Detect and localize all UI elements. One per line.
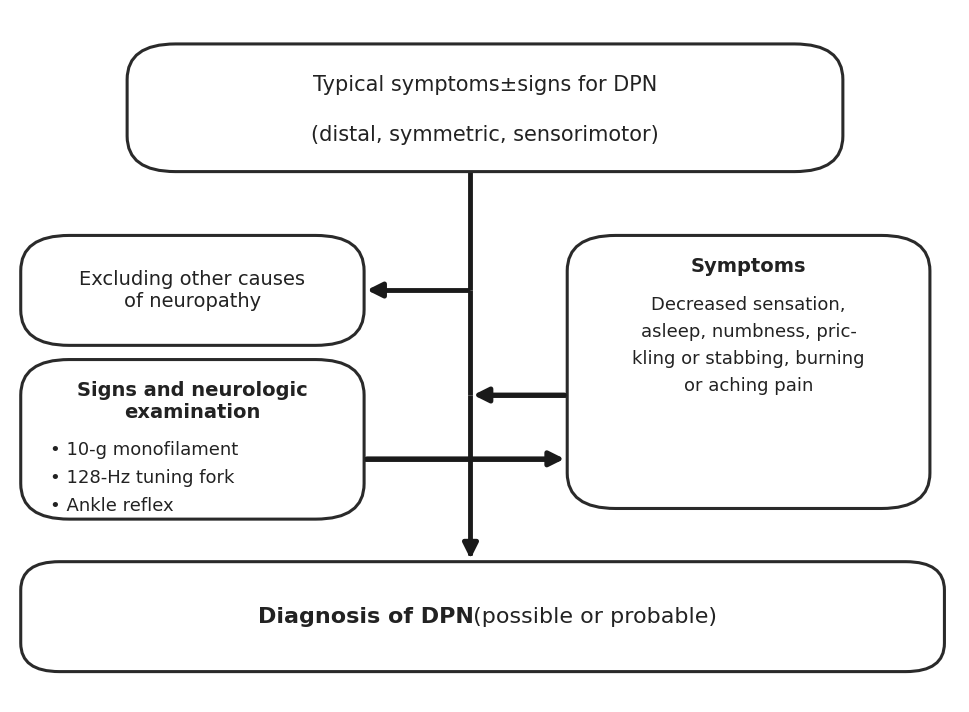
FancyBboxPatch shape [127, 44, 842, 172]
Text: (possible or probable): (possible or probable) [465, 607, 716, 627]
FancyBboxPatch shape [20, 360, 363, 519]
Text: Signs and neurologic
examination: Signs and neurologic examination [77, 381, 307, 422]
FancyBboxPatch shape [567, 236, 929, 508]
Text: Symptoms: Symptoms [690, 257, 805, 276]
Text: Diagnosis of DPN: Diagnosis of DPN [258, 607, 473, 627]
Text: (distal, symmetric, sensorimotor): (distal, symmetric, sensorimotor) [311, 125, 658, 145]
FancyBboxPatch shape [20, 236, 363, 345]
Text: • 10-g monofilament
• 128-Hz tuning fork
• Ankle reflex: • 10-g monofilament • 128-Hz tuning fork… [49, 441, 237, 515]
Text: Typical symptoms±signs for DPN: Typical symptoms±signs for DPN [313, 75, 656, 95]
Text: Symptoms: Symptoms [0, 711, 1, 712]
FancyBboxPatch shape [20, 562, 944, 671]
Text: Excluding other causes
of neuropathy: Excluding other causes of neuropathy [79, 270, 305, 311]
Text: Decreased sensation,
asleep, numbness, pric-
kling or stabbing, burning
or achin: Decreased sensation, asleep, numbness, p… [632, 295, 864, 395]
